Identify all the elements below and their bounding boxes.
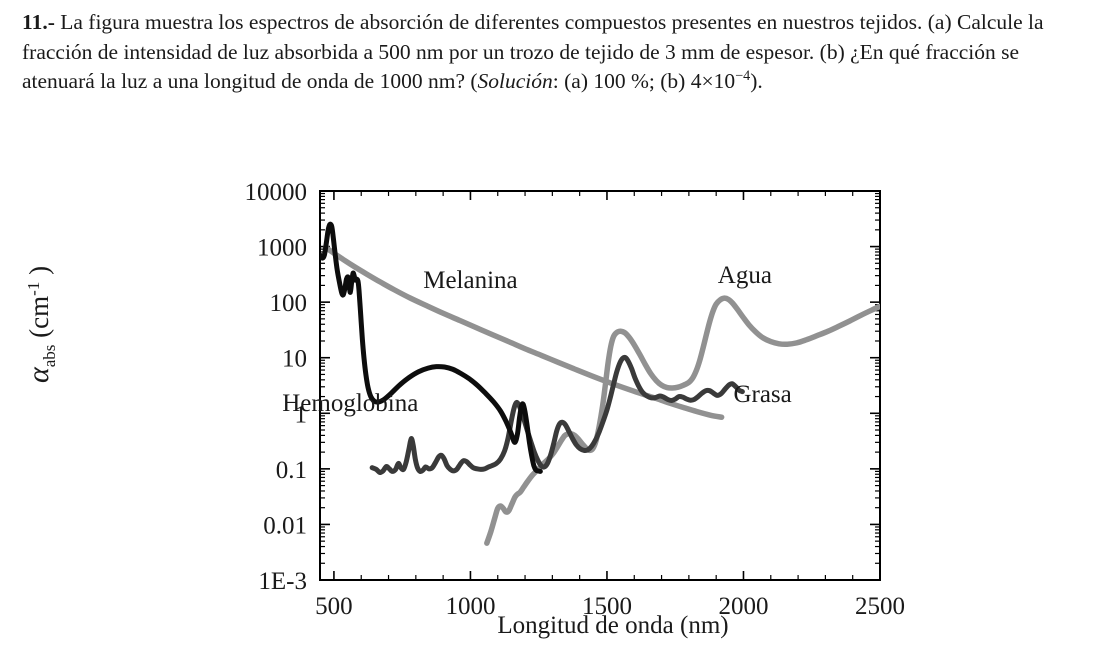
y-axis-units-open: (cm: [24, 296, 54, 345]
series-agua: [484, 295, 880, 546]
plot-frame: [319, 190, 881, 581]
y-tick-label: 1000: [257, 235, 307, 262]
y-tick-label: 1E-3: [258, 568, 307, 595]
y-axis-tick-labels: 10000 1000 100 10 1 0.1 0.01 1E-3: [245, 179, 308, 595]
problem-body-part-2: : (a) 100 %; (b) 4×10: [552, 69, 736, 93]
x-tick-label: 1000: [445, 593, 495, 620]
y-tick-label: 10: [282, 346, 307, 373]
x-tick-label: 500: [315, 593, 353, 620]
x-tick-label: 2000: [718, 593, 768, 620]
y-axis-title: αabs (cm-1 ): [22, 266, 59, 383]
series-hemoglobina: [320, 221, 543, 474]
y-axis-units-close: ): [24, 266, 54, 282]
solution-keyword: Solución: [477, 69, 553, 93]
y-tick-label: 0.1: [276, 457, 307, 484]
svg-text:αabs (cm-1 ): αabs (cm-1 ): [22, 266, 59, 383]
y-tick-label: 10000: [245, 179, 308, 206]
spectra-chart: 10000 1000 100 10 1 0.1 0.01 1E-3 500 1000 1500 20…: [22, 179, 905, 639]
series-melanina: [322, 244, 725, 420]
y-axis-subscript: abs: [40, 345, 59, 368]
y-tick-label: 100: [270, 290, 308, 317]
problem-body-part-1: La figura muestra los espectros de absor…: [22, 10, 1044, 93]
problem-statement: 11.- La figura muestra los espectros de …: [22, 8, 1084, 97]
curve-annotations: Melanina Hemoglobina Agua Grasa: [282, 262, 791, 417]
series-grasa: [369, 354, 745, 476]
x-tick-label: 2500: [855, 593, 905, 620]
annotation-grasa: Grasa: [733, 381, 791, 408]
annotation-agua: Agua: [718, 262, 772, 289]
annotation-hemoglobina: Hemoglobina: [282, 390, 418, 417]
absorption-spectra-figure: 10000 1000 100 10 1 0.1 0.01 1E-3 500 1000 1500 20…: [0, 168, 1102, 668]
problem-number: 11.-: [22, 10, 55, 34]
y-tick-label: 0.01: [263, 512, 307, 539]
axis-ticks: [320, 190, 881, 581]
x-tick-label: 1500: [582, 593, 632, 620]
y-axis-alpha-symbol: α: [22, 366, 55, 383]
x-axis-tick-labels: 500 1000 1500 2000 2500: [315, 593, 905, 620]
y-axis-units-exponent: -1: [24, 282, 43, 296]
data-series-group: [320, 221, 880, 546]
solution-exponent: −4: [735, 67, 751, 84]
annotation-melanina: Melanina: [423, 267, 517, 294]
problem-body-part-3: ).: [750, 69, 763, 93]
y-tick-label: 1: [295, 401, 308, 428]
x-axis-title: Longitud de onda (nm): [497, 612, 728, 639]
